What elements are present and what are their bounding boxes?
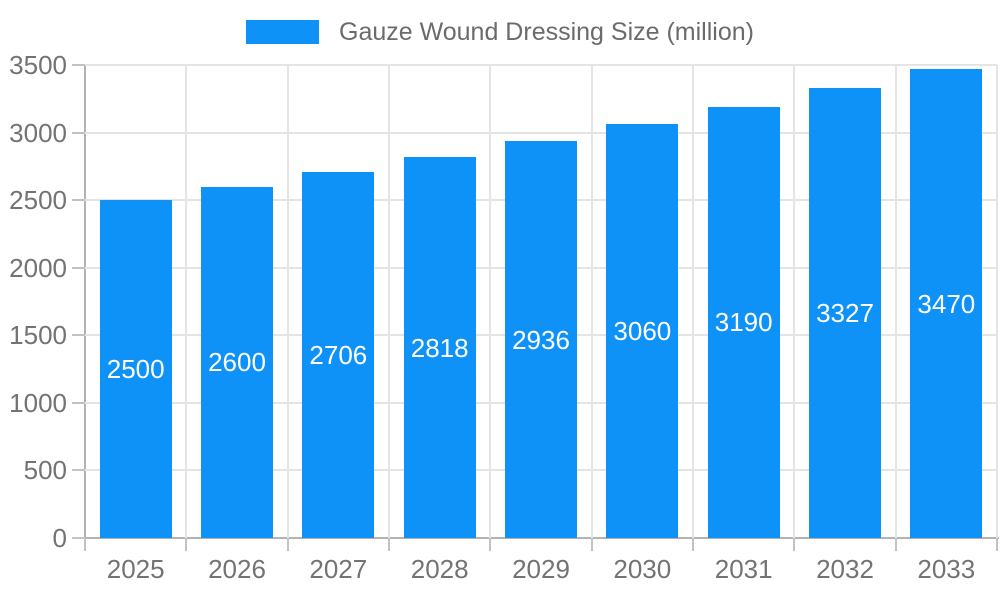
y-axis-tick [72,537,85,539]
y-axis-tick-label: 1000 [9,387,67,418]
x-axis-tick [388,538,390,551]
x-axis-tick [489,538,492,551]
y-axis-tick-label: 3000 [9,117,67,148]
x-gridline [489,65,492,538]
legend-swatch [246,20,319,44]
x-axis-line [84,537,999,539]
x-gridline [185,65,188,538]
bar-2031[interactable] [707,106,780,538]
legend-label: Gauze Wound Dressing Size (million) [339,17,754,46]
legend-item[interactable]: Gauze Wound Dressing Size (million) [0,17,1000,46]
y-gridline [85,131,997,134]
x-gridline [388,65,390,538]
x-axis-tick-label: 2027 [309,554,368,584]
y-axis-line [84,64,86,540]
y-axis-tick-label: 2000 [9,252,67,283]
y-axis-tick [72,334,85,337]
x-axis-tick [185,538,188,551]
bar-2029[interactable] [505,141,577,538]
y-axis-tick [72,64,85,66]
y-axis-tick-label: 2500 [9,185,67,216]
y-axis-tick [72,266,85,269]
y-axis-tick [72,401,85,404]
y-axis-tick [72,199,85,202]
bar-2032[interactable] [809,88,881,538]
x-gridline [793,65,796,538]
y-axis-tick-label: 1500 [9,320,67,351]
x-gridline [286,65,289,538]
x-axis-tick [894,538,897,551]
x-axis-tick [996,538,998,551]
y-axis-tick [72,469,85,472]
x-axis-tick [286,538,289,551]
x-axis-tick [793,538,796,551]
x-gridline [894,65,897,538]
x-axis-tick-label: 2026 [208,554,266,584]
x-axis-tick-label: 2029 [512,554,570,584]
bar-2025[interactable] [99,200,172,538]
bar-2026[interactable] [201,186,273,538]
x-axis-tick [692,538,694,551]
bar-2033[interactable] [910,69,983,538]
bar-2028[interactable] [403,157,476,538]
x-gridline [692,65,694,538]
y-axis-tick-label: 500 [23,455,67,486]
x-axis-tick-label: 2025 [106,554,165,584]
x-axis-tick-label: 2030 [613,554,672,584]
x-axis-tick [84,538,86,551]
x-axis-tick [590,538,593,551]
x-axis-tick-label: 2028 [410,554,469,584]
x-gridline [590,65,593,538]
bar-2030[interactable] [606,124,679,538]
bar-2027[interactable] [302,172,375,538]
x-gridline [996,65,998,538]
x-axis-tick-label: 2033 [917,554,976,584]
y-axis-tick [72,131,85,134]
y-axis-tick-label: 3500 [9,50,67,80]
y-gridline [85,64,997,66]
x-axis-tick-label: 2031 [714,554,773,584]
x-axis-tick-label: 2032 [816,554,874,584]
y-axis-tick-label: 0 [52,523,67,553]
